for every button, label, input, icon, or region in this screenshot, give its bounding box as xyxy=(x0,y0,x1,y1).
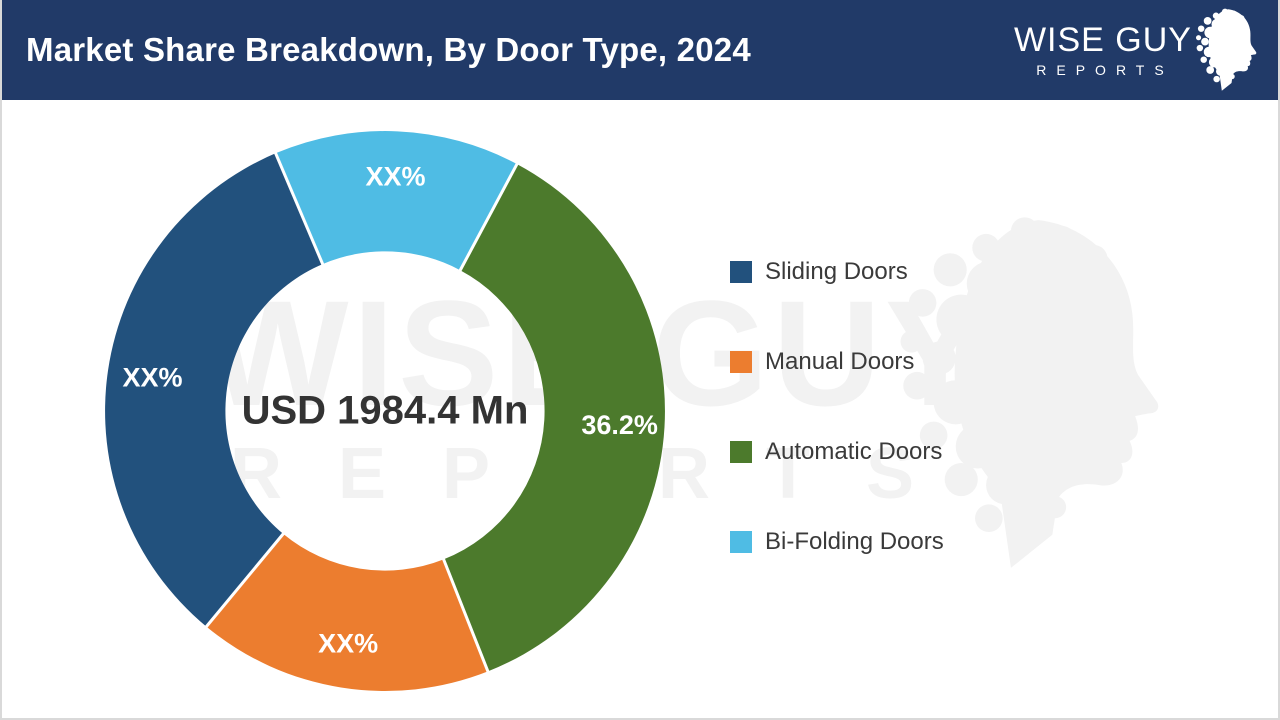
legend-swatch-manual-doors xyxy=(730,351,752,373)
segment-value-label-automatic-doors: 36.2% xyxy=(581,410,658,440)
segment-divider xyxy=(458,162,519,272)
header-bar: Market Share Breakdown, By Door Type, 20… xyxy=(2,0,1278,100)
wise-guy-logo: WISE GUY REPORTS xyxy=(1014,8,1260,92)
donut-segment-automatic-doors xyxy=(443,164,665,672)
legend-item-automatic-doors: Automatic Doors xyxy=(730,438,944,466)
donut-segment-sliding-doors xyxy=(105,153,323,627)
legend-item-bi-folding-doors: Bi-Folding Doors xyxy=(730,528,944,556)
legend-swatch-automatic-doors xyxy=(730,441,752,463)
segment-value-label-sliding-doors: XX% xyxy=(122,362,182,392)
donut-segment-manual-doors xyxy=(206,533,488,691)
segment-divider xyxy=(204,532,285,629)
legend-swatch-sliding-doors xyxy=(730,261,752,283)
legend-swatch-bi-folding-doors xyxy=(730,531,752,553)
donut-chart: XX% 36.2% XX% XX% xyxy=(105,131,665,691)
legend-item-manual-doors: Manual Doors xyxy=(730,348,944,376)
donut-segment-bi-folding-doors xyxy=(275,131,517,271)
legend-item-sliding-doors: Sliding Doors xyxy=(730,258,944,286)
segment-divider xyxy=(441,557,490,673)
legend-label: Manual Doors xyxy=(765,348,915,375)
donut-center-value: USD 1984.4 Mn xyxy=(241,388,529,433)
page-title: Market Share Breakdown, By Door Type, 20… xyxy=(26,31,751,68)
legend-label: Bi-Folding Doors xyxy=(765,528,944,555)
segment-value-label-bi-folding-doors: XX% xyxy=(365,162,425,192)
logo-face-icon xyxy=(1194,8,1260,92)
logo-subtitle: REPORTS xyxy=(1036,62,1174,78)
legend-label: Sliding Doors xyxy=(765,258,908,285)
logo-text: WISE GUY REPORTS xyxy=(1014,23,1192,77)
segment-value-label-manual-doors: XX% xyxy=(318,629,378,659)
chart-area: WISE GUY REPORTS XX%36.2%XX%XX% USD 1984… xyxy=(2,100,1278,718)
segment-divider xyxy=(273,151,325,266)
logo-wordmark: WISE GUY xyxy=(1013,21,1192,59)
legend-label: Automatic Doors xyxy=(765,438,943,465)
legend: Sliding Doors Manual Doors Automatic Doors… xyxy=(730,258,944,618)
